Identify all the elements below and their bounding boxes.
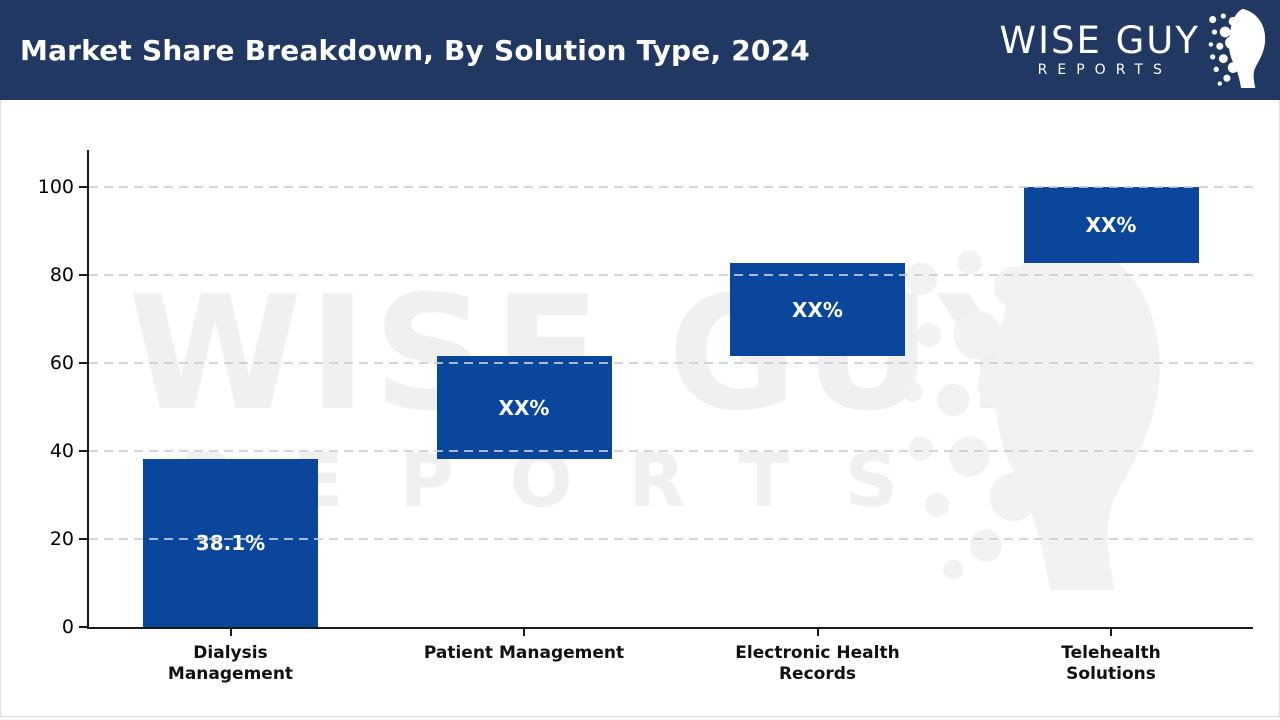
gridline [89, 362, 1253, 364]
gridline [89, 186, 1253, 188]
y-tick-label: 40 [49, 440, 74, 462]
gridline [89, 538, 1253, 540]
y-tick-mark [79, 186, 87, 188]
y-axis-line [87, 150, 89, 629]
x-axis-label: Electronic Health Records [698, 643, 938, 685]
x-tick-mark [229, 629, 232, 636]
logo-text: WISE GUY REPORTS [999, 19, 1200, 79]
y-tick-label: 100 [37, 176, 74, 198]
bar-dialysis-management: 38.1% [143, 459, 318, 627]
watermark-head-motif [858, 222, 1178, 598]
bar-value-label: 38.1% [195, 531, 266, 556]
x-axis-label-line: Patient Management [423, 643, 625, 663]
x-axis-label: Patient Management [404, 643, 644, 664]
x-tick-mark [523, 629, 525, 636]
y-tick-mark [79, 626, 87, 628]
x-axis-label: Dialysis Management [111, 643, 351, 685]
x-axis-label-line: Electronic Health [735, 643, 900, 663]
x-axis-label: Telehealth Solutions [991, 643, 1231, 685]
y-tick-mark [79, 274, 87, 276]
bar-value-label: XX% [792, 297, 843, 322]
bar-patient-management: XX% [436, 355, 612, 460]
logo-wordmark: WISE GUY [999, 19, 1200, 62]
bar-value-label: XX% [498, 395, 550, 420]
bar-electronic-health-records: XX% [730, 263, 905, 356]
bar-telehealth-solutions: XX% [1023, 187, 1199, 264]
wise-guy-reports-logo: WISE GUY REPORTS [1000, 8, 1266, 92]
y-tick-label: 80 [49, 264, 74, 286]
x-axis-label-line: Records [778, 664, 857, 684]
header-bar: Market Share Breakdown, By Solution Type… [0, 0, 1280, 100]
logo-subtitle: REPORTS [1037, 62, 1172, 78]
dotted-head-icon [1202, 6, 1266, 94]
y-tick-label: 20 [49, 528, 74, 550]
x-axis-line [87, 627, 1253, 629]
y-tick-label: 0 [61, 616, 74, 638]
y-tick-mark [79, 450, 87, 452]
x-axis-label-line: Dialysis [193, 643, 268, 663]
y-tick-label: 60 [49, 352, 74, 374]
bar-value-label: XX% [1085, 213, 1137, 238]
x-axis-label-line: Management [167, 664, 294, 684]
gridline [89, 450, 1253, 452]
x-tick-mark [1110, 629, 1112, 636]
chart-title: Market Share Breakdown, By Solution Type… [20, 33, 810, 67]
y-tick-mark [79, 362, 87, 364]
x-axis-label-line: Telehealth [1061, 643, 1161, 663]
gridline [89, 274, 1253, 276]
x-axis-label-line: Solutions [1066, 664, 1156, 684]
x-tick-mark [816, 629, 819, 636]
y-tick-mark [79, 538, 87, 540]
